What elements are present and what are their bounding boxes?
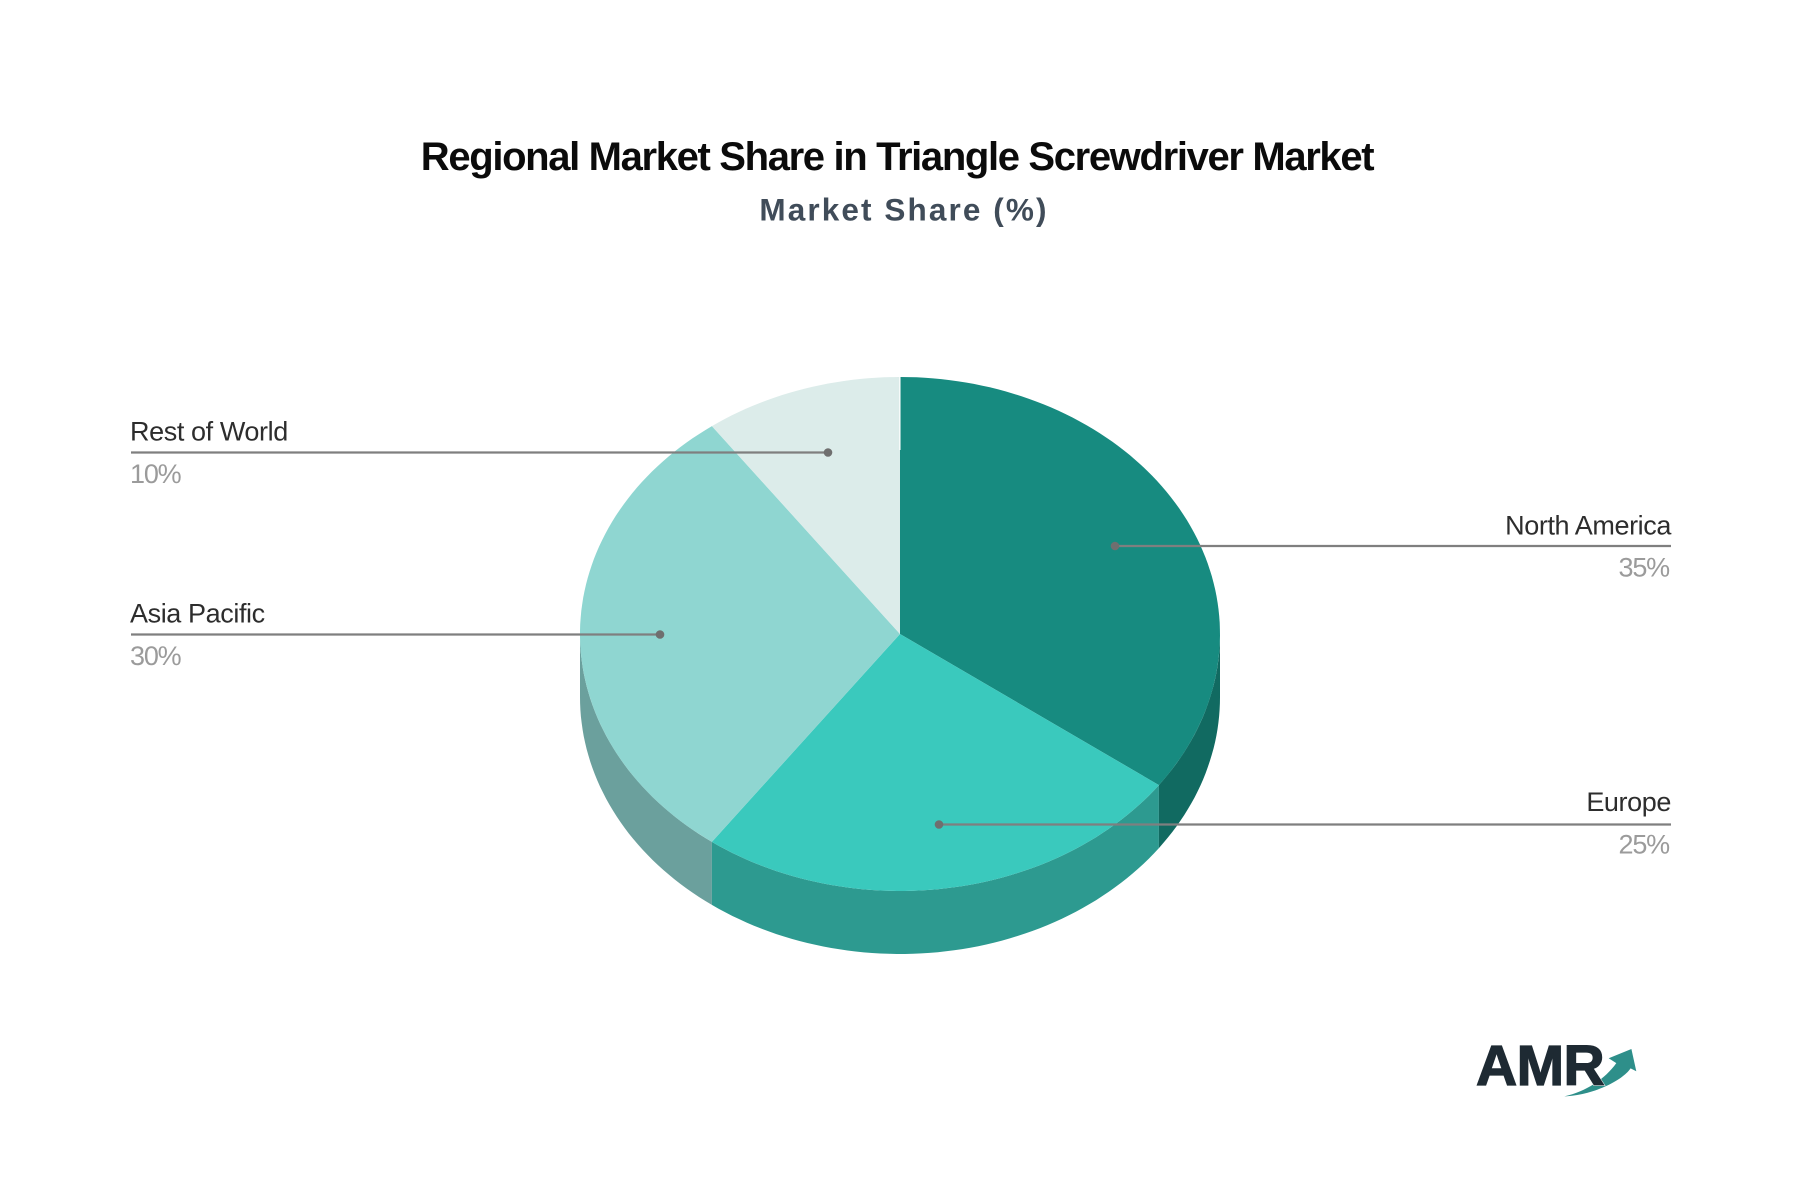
svg-text:Market Share (%): Market Share (%) [759,192,1048,228]
svg-text:AMR: AMR [1476,1034,1604,1098]
svg-text:AMR: AMR [1476,1034,1604,1098]
svg-text:North America: North America [1505,511,1672,541]
svg-text:Rest of World: Rest of World [130,417,288,447]
svg-text:Regional Market Share in Trian: Regional Market Share in Triangle Screwd… [421,135,1374,179]
svg-text:25%: 25% [1619,830,1671,860]
svg-text:Europe: Europe [1586,787,1671,817]
svg-text:Asia Pacific: Asia Pacific [130,599,265,629]
svg-text:10%: 10% [130,459,182,489]
svg-text:30%: 30% [130,641,182,671]
svg-text:35%: 35% [1619,553,1671,583]
